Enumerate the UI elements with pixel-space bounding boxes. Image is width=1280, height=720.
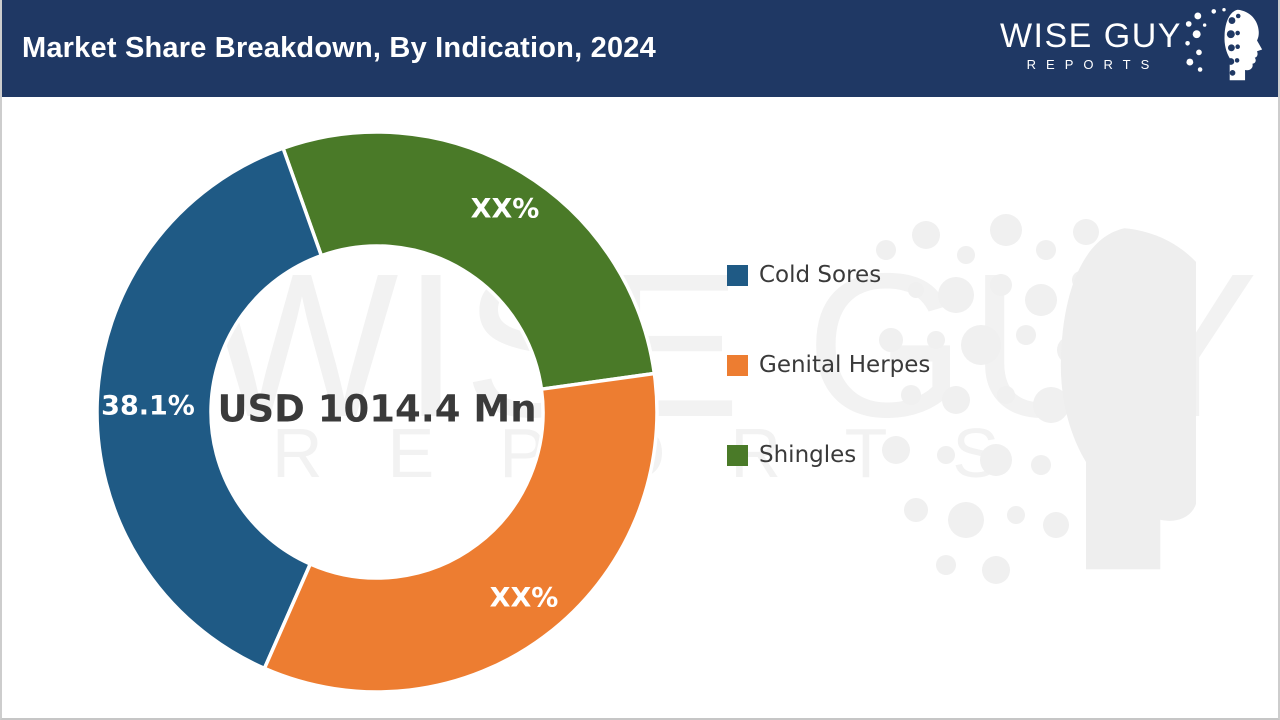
slice-value-cold-sores: 38.1% — [101, 390, 195, 422]
brand-logo: WISE GUY REPORTS — [1000, 8, 1264, 82]
header-bar: Market Share Breakdown, By Indication, 2… — [0, 0, 1280, 97]
brand-face-icon — [1185, 8, 1263, 81]
legend-label-genital-herpes: Genital Herpes — [759, 352, 931, 378]
slice-genital-herpes — [262, 371, 659, 694]
legend-swatch-cold-sores — [727, 264, 748, 286]
legend-item-shingles: Shingles — [727, 441, 930, 469]
slice-value-genital-herpes: XX% — [489, 582, 559, 614]
page-title: Market Share Breakdown, By Indication, 2… — [22, 32, 656, 64]
legend-item-cold-sores: Cold Sores — [727, 261, 930, 289]
watermark-face-icon — [876, 214, 1196, 584]
chart-center-value: USD 1014.4 Mn — [217, 387, 537, 431]
chart-legend: Cold Sores Genital Herpes Shingles — [727, 261, 930, 531]
legend-item-genital-herpes: Genital Herpes — [727, 351, 930, 379]
legend-swatch-shingles — [727, 444, 748, 466]
brand-subtitle: REPORTS — [1026, 56, 1160, 72]
legend-label-cold-sores: Cold Sores — [759, 262, 882, 288]
slice-value-shingles: XX% — [470, 193, 540, 225]
slice-shingles — [281, 130, 657, 391]
legend-swatch-genital-herpes — [727, 354, 748, 376]
brand-logo-text: WISE GUY REPORTS — [999, 17, 1182, 72]
legend-label-shingles: Shingles — [759, 442, 857, 468]
slice-cold-sores — [95, 146, 324, 671]
brand-name: WISE GUY — [999, 17, 1182, 56]
